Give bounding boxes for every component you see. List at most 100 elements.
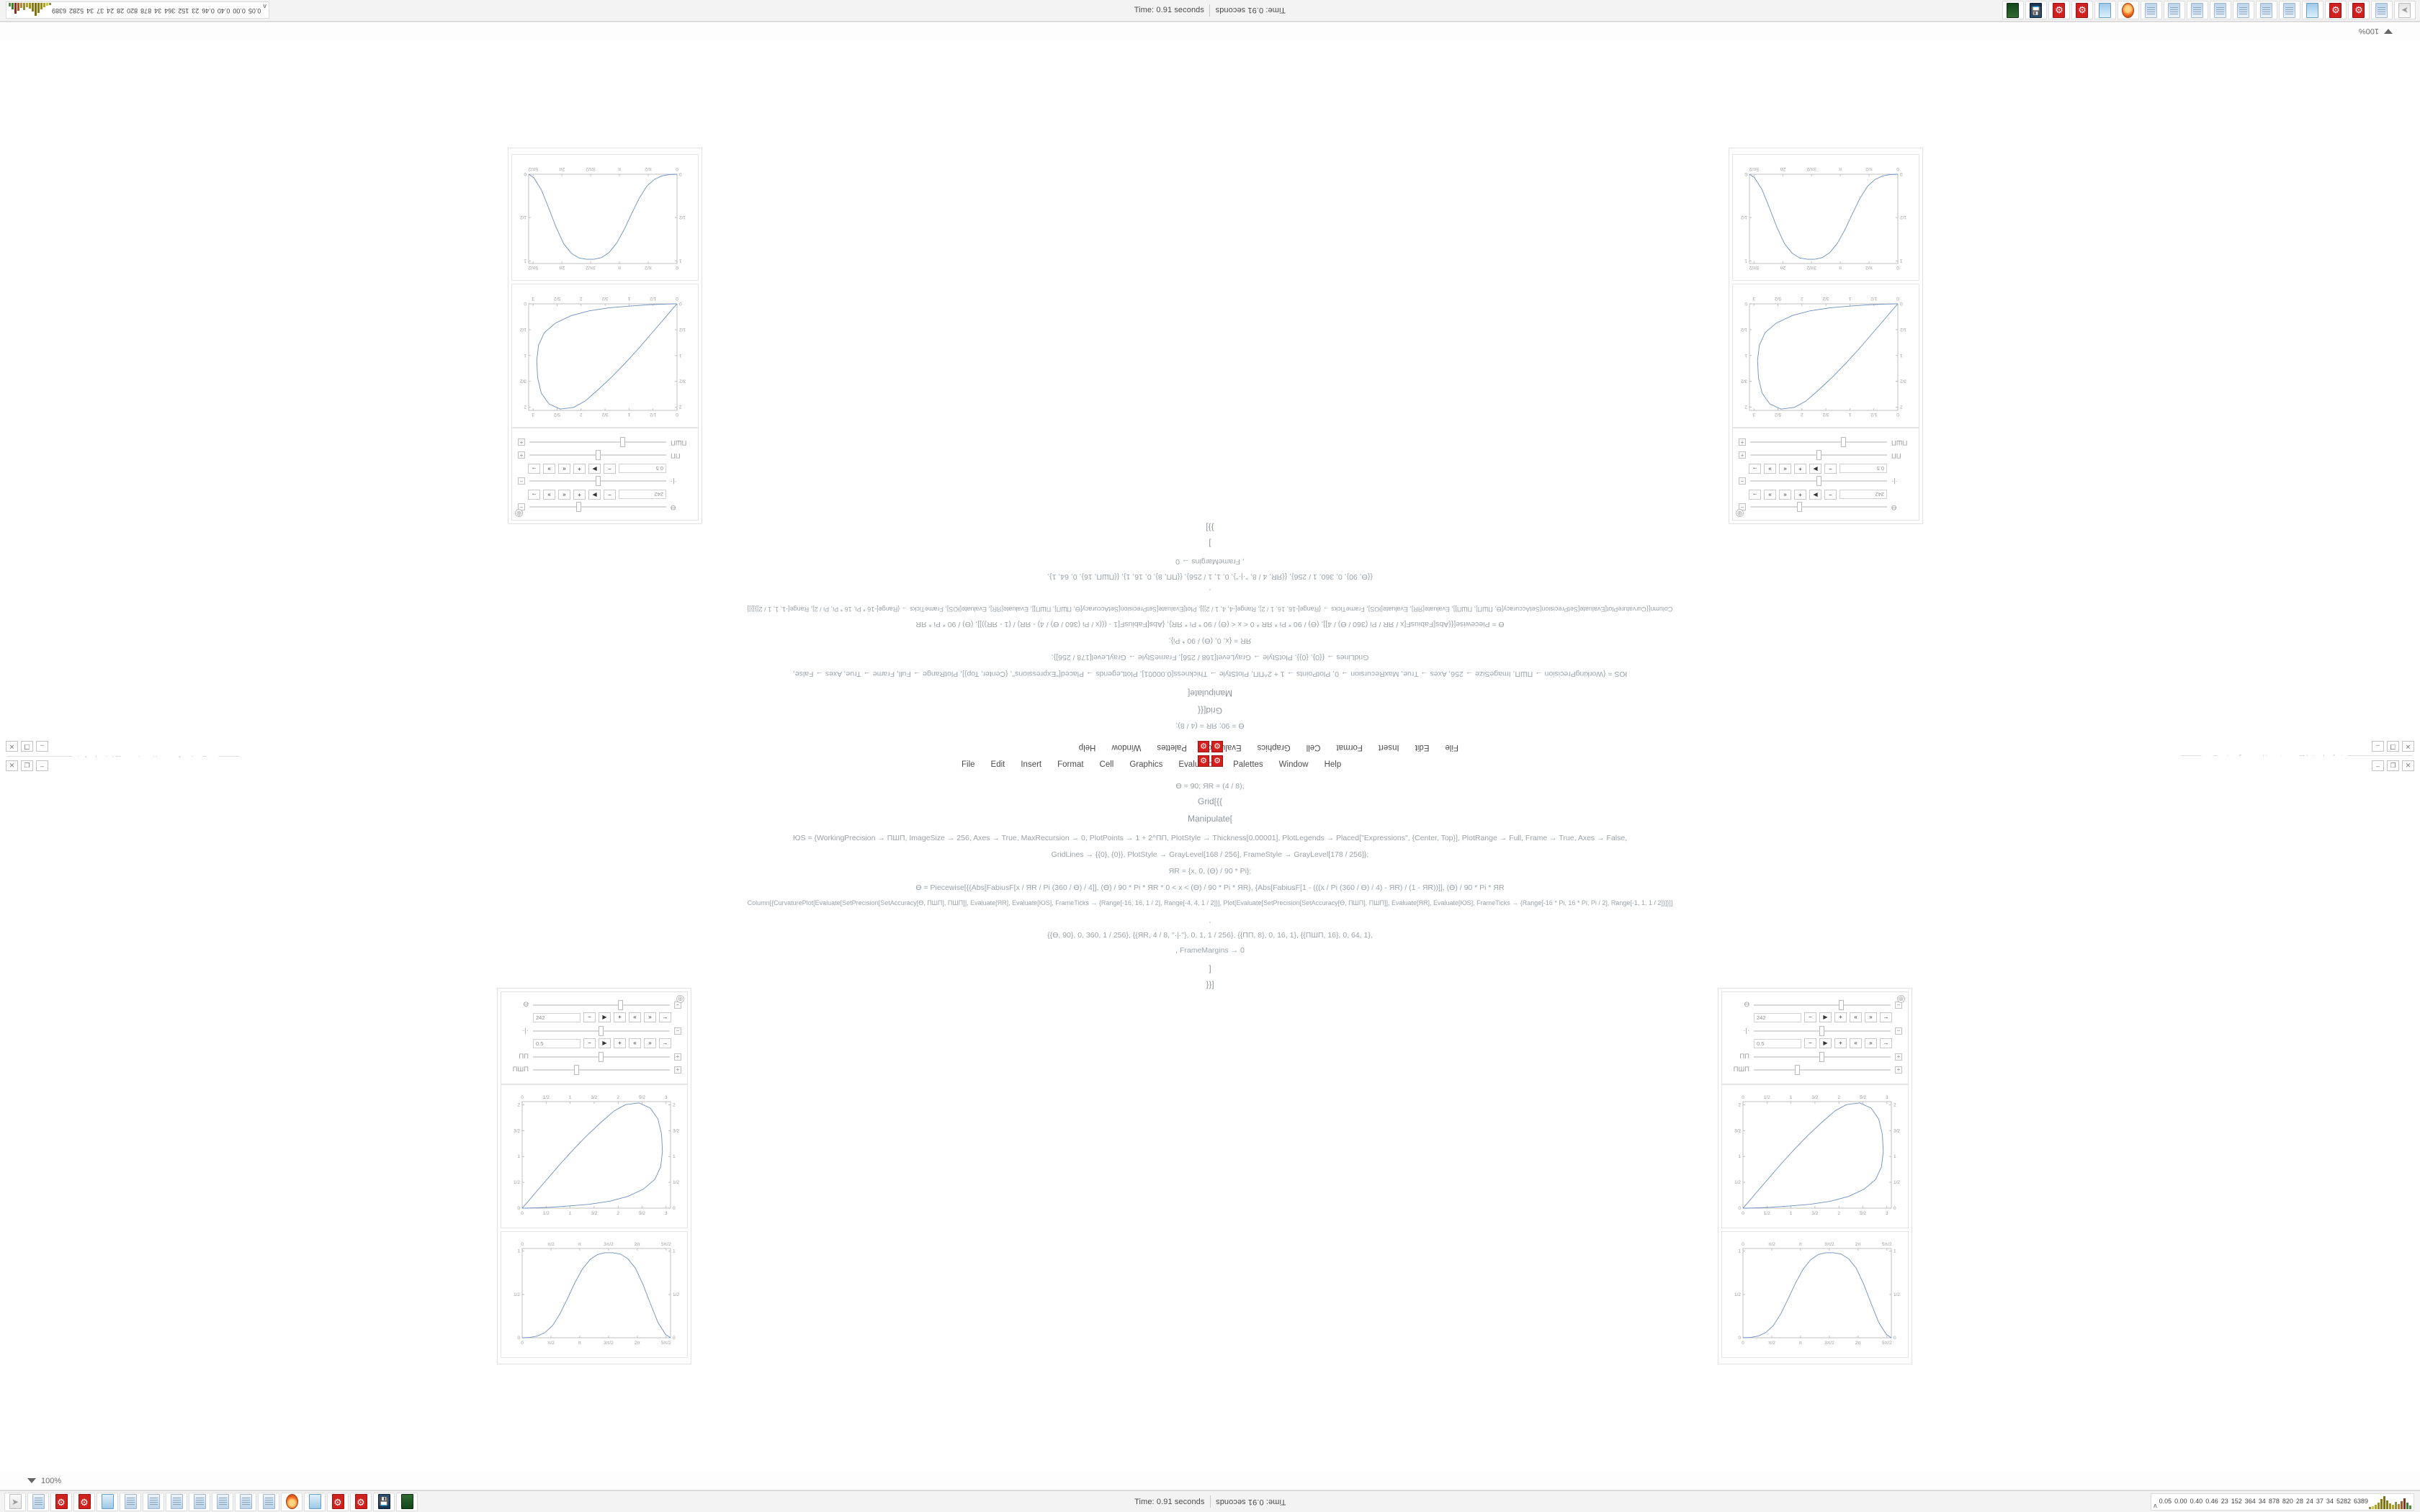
window-controls-left[interactable]: ✕ ❐ –: [2372, 741, 2414, 752]
slider-knob[interactable]: [1816, 476, 1821, 487]
notebook-window-icon[interactable]: [2256, 1, 2277, 20]
slider-expand-toggle[interactable]: +: [1739, 451, 1746, 459]
menu-item-insert[interactable]: Insert: [1021, 760, 1042, 769]
expand-badge-icon[interactable]: ⊕: [1736, 509, 1744, 517]
step-up-button[interactable]: «: [629, 1038, 641, 1048]
manipulate-slider-row[interactable]: Ө −: [507, 999, 681, 1010]
slider-expand-toggle[interactable]: −: [1739, 477, 1746, 485]
notebook-window-icon[interactable]: [2164, 1, 2185, 20]
slider-knob[interactable]: [599, 1025, 604, 1036]
notebook-window-icon[interactable]: [2233, 1, 2254, 20]
slider-expand-toggle[interactable]: −: [674, 1027, 681, 1035]
taskbar-icon-list[interactable]: [4, 1491, 418, 1512]
slider-expand-toggle[interactable]: +: [1895, 1053, 1902, 1061]
code-line[interactable]: Grid[{{: [1197, 796, 1223, 806]
notebook-window-icon[interactable]: [212, 1492, 233, 1511]
increment-button[interactable]: +: [1834, 1038, 1847, 1048]
slider-value-input[interactable]: 242: [1839, 490, 1887, 500]
notebook-window-icon[interactable]: [2141, 1, 2162, 20]
window-controls-right[interactable]: – ❐ ✕: [2372, 760, 2414, 771]
code-line[interactable]: , FrameMargins → 0: [1175, 557, 1245, 566]
slider-expand-toggle[interactable]: −: [518, 477, 525, 485]
slider-expand-toggle[interactable]: +: [1895, 1066, 1902, 1074]
code-line[interactable]: ]: [1209, 539, 1211, 549]
menu-item-window[interactable]: Window: [1111, 743, 1142, 752]
step-up-button[interactable]: «: [1850, 1038, 1862, 1048]
output-graphics-group[interactable]: ⊕ Ө −242− ▶ + «» → ·|· −0.5− ▶ + «» → ПП + ПШП + 0 0 1/2 1…: [508, 148, 702, 524]
window-controls-right[interactable]: – ❐ ✕: [6, 741, 48, 752]
restore-icon[interactable]: ❐: [2387, 760, 2399, 771]
manipulate-panel[interactable]: ⊕ Ө −242− ▶ + «» → ·|· −0.5− ▶ + «» → ПП + ПШП +: [1721, 991, 1909, 1084]
error-gear-markers[interactable]: ⚙ ⚙: [1198, 741, 1223, 752]
manipulate-slider-row[interactable]: ПП +: [507, 1051, 681, 1062]
menu-bar[interactable]: FileEditInsertFormatCellGraphicsEvaluati…: [962, 760, 1341, 769]
code-line[interactable]: ЮS = {WorkingPrecision → ПШП, ImageSize …: [792, 834, 1628, 842]
archive-manager-icon[interactable]: [396, 1492, 418, 1511]
firefox-browser-icon[interactable]: [281, 1492, 302, 1511]
menu-item-cell[interactable]: Cell: [1306, 743, 1321, 752]
increment-button[interactable]: +: [1794, 490, 1806, 500]
terminal-window-icon[interactable]: [304, 1492, 326, 1511]
slider-expand-toggle[interactable]: +: [1739, 438, 1746, 446]
manipulate-slider-row[interactable]: ПШП +: [1728, 1064, 1902, 1075]
decrement-button[interactable]: −: [1804, 1012, 1816, 1022]
manipulate-slider-row[interactable]: ПП +: [1739, 450, 1913, 461]
notebook-window-icon[interactable]: [258, 1492, 279, 1511]
slider-expand-toggle[interactable]: +: [518, 438, 525, 446]
step-up-button[interactable]: «: [629, 1012, 641, 1022]
minimize-icon[interactable]: –: [2372, 760, 2384, 771]
slider-knob[interactable]: [595, 450, 601, 461]
step-down-button[interactable]: »: [1865, 1038, 1877, 1048]
kernel-gear-icon[interactable]: ⚙: [1198, 755, 1209, 767]
expand-badge-icon[interactable]: ⊕: [1897, 995, 1905, 1003]
menu-item-insert[interactable]: Insert: [1378, 743, 1399, 752]
decrement-button[interactable]: −: [1804, 1038, 1816, 1048]
step-down-button[interactable]: »: [1764, 490, 1776, 500]
restore-icon[interactable]: ❐: [2387, 741, 2399, 752]
archive-manager-icon[interactable]: [2002, 1, 2024, 20]
notebook-canvas[interactable]: ✕ ❐ – – ❐ ✕ File Edit Insert Format Cell Grap…: [0, 756, 2420, 1512]
window-controls-left[interactable]: ✕ ❐ –: [6, 760, 48, 771]
manipulate-slider-row[interactable]: ПП +: [1728, 1051, 1902, 1062]
slider-track[interactable]: [533, 1064, 670, 1075]
menu-item-graphics[interactable]: Graphics: [1257, 743, 1291, 752]
slider-track[interactable]: [533, 1051, 670, 1062]
increment-button[interactable]: +: [1834, 1012, 1847, 1022]
play-button[interactable]: ▶: [1809, 490, 1821, 500]
expand-badge-icon[interactable]: ⊕: [515, 509, 523, 517]
terminal-window-icon[interactable]: [2094, 1, 2116, 20]
close-icon[interactable]: ✕: [2402, 741, 2414, 752]
slider-expand-toggle[interactable]: −: [1895, 1027, 1902, 1035]
code-line[interactable]: Column[{CurvaturePlot[Evaluate[SetPrecis…: [747, 606, 1673, 613]
code-line[interactable]: Column[{CurvaturePlot[Evaluate[SetPrecis…: [747, 899, 1673, 906]
slider-value-input[interactable]: 242: [1754, 1012, 1801, 1022]
slider-value-input[interactable]: 242: [619, 490, 666, 500]
slider-track[interactable]: [529, 437, 666, 448]
slider-knob[interactable]: [1795, 1064, 1800, 1075]
menu-item-palettes[interactable]: Palettes: [1233, 760, 1263, 769]
slider-expand-toggle[interactable]: +: [674, 1066, 681, 1074]
menu-item-window[interactable]: Window: [1278, 760, 1309, 769]
slider-value-input[interactable]: 0.5: [533, 1038, 581, 1048]
mathematica-kernel-icon[interactable]: [73, 1492, 95, 1511]
system-monitor-widget[interactable]: ʌ 0.05 0.00 0.40 0.46 23 152 364 34 878 820 28 24 37…: [6, 1, 269, 19]
save-disk-icon[interactable]: [2025, 1, 2047, 20]
output-graphics-group[interactable]: ⊕ Ө −242− ▶ + «» → ·|· −0.5− ▶ + «» → ПП + ПШП + 0 0 1/2 1…: [1729, 148, 1923, 524]
restore-icon[interactable]: ❐: [21, 760, 33, 771]
notebook-canvas-clone[interactable]: ✕ ❐ – – ❐ ✕ File Edit Insert Format Cell Grap…: [0, 0, 2420, 756]
slider-stepper-row[interactable]: 0.5− ▶ + «» →: [518, 464, 666, 474]
step-down-button[interactable]: »: [644, 1038, 656, 1048]
manipulate-slider-row[interactable]: ·|· −: [1728, 1025, 1902, 1036]
menu-item-help[interactable]: Help: [1324, 760, 1342, 769]
decrement-button[interactable]: −: [1824, 464, 1837, 474]
close-icon[interactable]: ✕: [2402, 760, 2414, 771]
step-up-button[interactable]: «: [558, 464, 570, 474]
system-monitor-widget[interactable]: ʌ 0.05 0.00 0.40 0.46 23 152 364 34 878 820 28 24 37…: [2151, 1493, 2414, 1511]
code-line[interactable]: ]: [1209, 963, 1211, 973]
code-line[interactable]: ЮS = {WorkingPrecision → ПШП, ImageSize …: [792, 670, 1628, 678]
manipulate-slider-row[interactable]: Ө −: [1739, 502, 1913, 513]
slider-knob[interactable]: [599, 1051, 604, 1062]
increment-button[interactable]: +: [614, 1012, 626, 1022]
code-line[interactable]: Ө = Piecewise[{{Abs[FabiusF[x / ЯR / Pi …: [915, 883, 1505, 892]
step-down-button[interactable]: »: [543, 490, 555, 500]
